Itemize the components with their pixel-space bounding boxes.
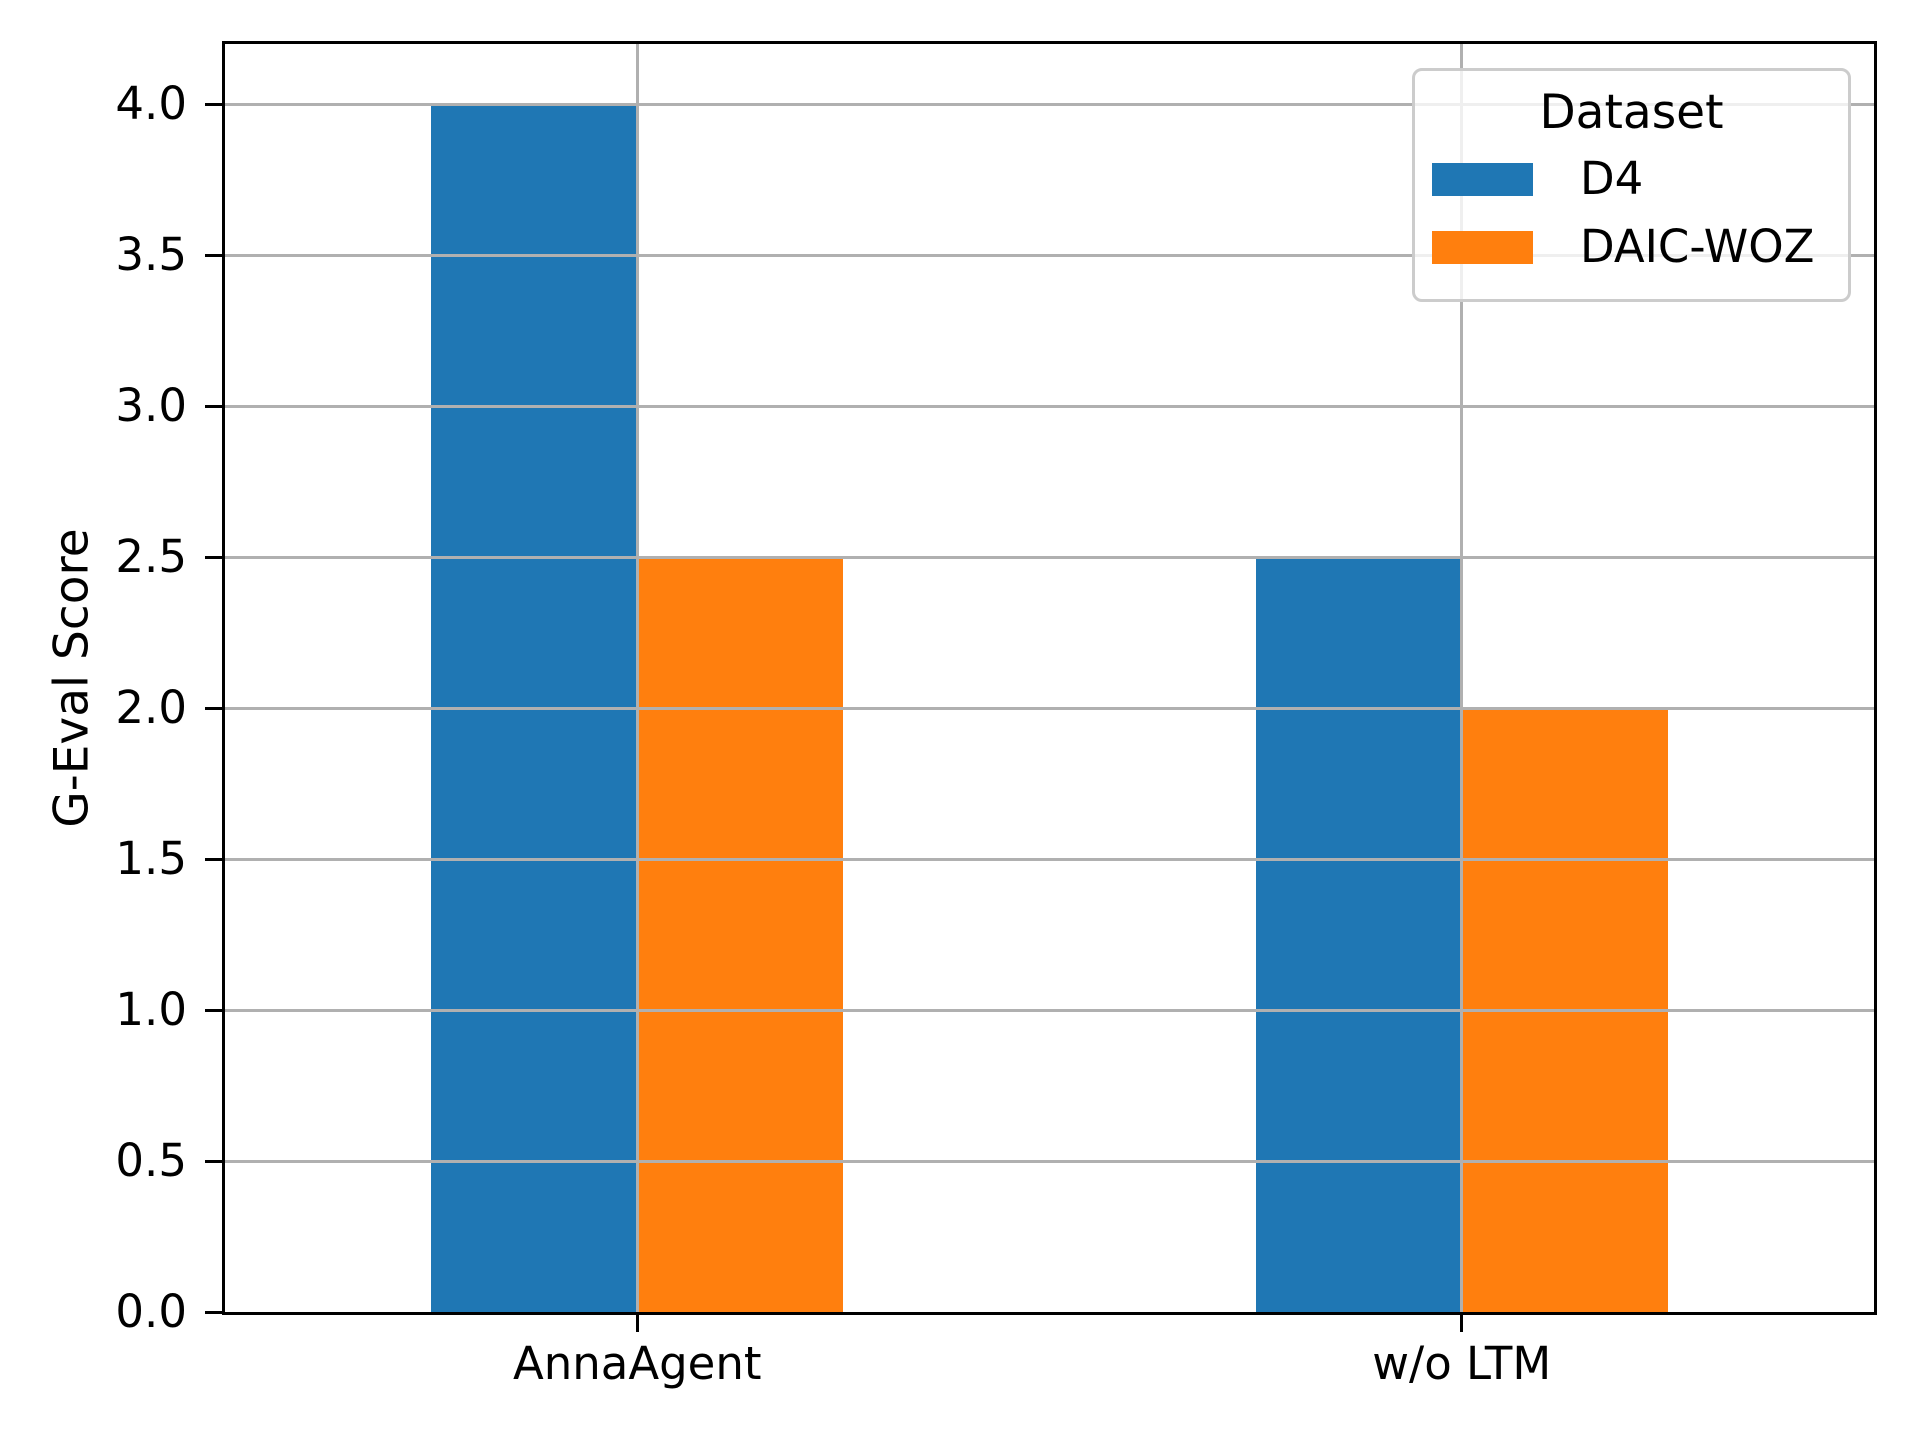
gridline-y-2.0 xyxy=(225,706,1874,710)
y-tick-mark-4.0 xyxy=(205,102,222,106)
legend-entry-daic-woz: DAIC-WOZ xyxy=(1432,221,1848,273)
x-tick-mark-w-o-ltm xyxy=(1460,1315,1464,1332)
y-tick-label-0.5: 0.5 xyxy=(115,1134,187,1188)
y-tick-label-4.0: 4.0 xyxy=(115,77,187,131)
legend-swatch-daic-woz xyxy=(1432,230,1533,264)
legend-swatch-d4 xyxy=(1432,162,1533,196)
y-tick-mark-0.0 xyxy=(205,1310,222,1314)
plot-area xyxy=(225,44,1874,1312)
x-tick-label-annaagent: AnnaAgent xyxy=(512,1337,762,1390)
x-tick-label-w-o-ltm: w/o LTM xyxy=(1372,1337,1552,1390)
y-tick-mark-3.0 xyxy=(205,404,222,408)
legend: Dataset D4 DAIC-WOZ xyxy=(1412,68,1851,302)
legend-label-daic-woz: DAIC-WOZ xyxy=(1580,220,1815,273)
y-tick-label-1.0: 1.0 xyxy=(115,983,187,1037)
y-tick-label-2.5: 2.5 xyxy=(115,530,187,584)
y-tick-label-2.0: 2.0 xyxy=(115,681,187,735)
legend-entry-d4: D4 xyxy=(1432,153,1848,205)
gridline-y-3.0 xyxy=(225,404,1874,408)
bar-w-o-ltm-d4 xyxy=(1255,557,1462,1312)
y-tick-label-3.5: 3.5 xyxy=(115,228,187,282)
gridline-y-2.5 xyxy=(225,555,1874,559)
y-tick-mark-2.0 xyxy=(205,706,222,710)
y-tick-mark-1.0 xyxy=(205,1008,222,1012)
y-tick-mark-2.5 xyxy=(205,555,222,559)
grid-layer xyxy=(225,44,1874,1312)
gridline-y-0.5 xyxy=(225,1159,1874,1163)
x-tick-mark-annaagent xyxy=(635,1315,639,1332)
gridline-y-4.0 xyxy=(225,102,1874,106)
gridline-y-3.5 xyxy=(225,253,1874,257)
y-tick-label-0.0: 0.0 xyxy=(115,1285,187,1338)
gridline-y-1.5 xyxy=(225,857,1874,861)
y-tick-mark-1.5 xyxy=(205,857,222,861)
y-axis-label: G-Eval Score xyxy=(44,528,100,828)
legend-label-d4: D4 xyxy=(1580,152,1644,205)
bar-annaagent-daic-woz xyxy=(637,557,844,1312)
bars-layer xyxy=(225,44,1874,1312)
y-tick-mark-3.5 xyxy=(205,253,222,257)
gridline-x-w-o-ltm xyxy=(1460,44,1464,1312)
legend-entries: D4 DAIC-WOZ xyxy=(1415,153,1848,273)
gridline-y-1.0 xyxy=(225,1008,1874,1012)
legend-title: Dataset xyxy=(1539,85,1724,140)
y-tick-mark-0.5 xyxy=(205,1159,222,1163)
y-tick-label-1.5: 1.5 xyxy=(115,832,187,886)
y-tick-label-3.0: 3.0 xyxy=(115,379,187,433)
gridline-x-annaagent xyxy=(635,44,639,1312)
